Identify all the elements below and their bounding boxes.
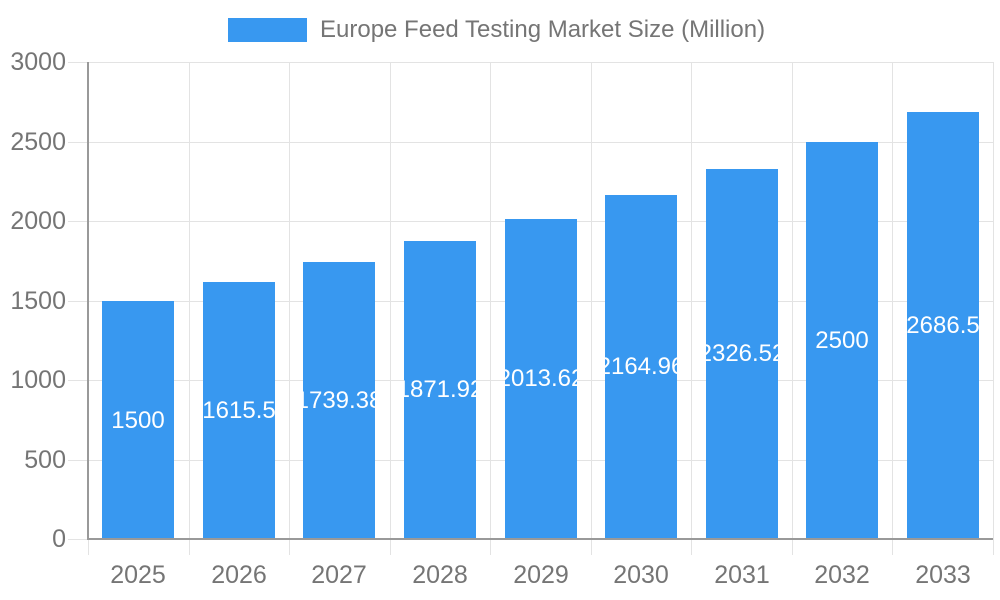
bar-2032[interactable]: 2500 — [806, 142, 878, 540]
y-tick-label-1500: 1500 — [10, 287, 66, 315]
bar-2030[interactable]: 2164.96 — [605, 195, 677, 539]
x-axis-line — [87, 538, 993, 540]
h-gridline — [68, 142, 993, 143]
bar-value-label: 2500 — [815, 327, 869, 354]
bar-value-label: 1500 — [111, 406, 165, 434]
bar-2033[interactable]: 2686.5 — [907, 112, 979, 539]
v-gridline — [189, 62, 190, 555]
v-gridline — [792, 62, 793, 555]
bar-2028[interactable]: 1871.92 — [404, 241, 476, 539]
x-tick-label-2027: 2027 — [311, 561, 367, 589]
legend-label: Europe Feed Testing Market Size (Million… — [320, 16, 766, 43]
x-tick-label-2031: 2031 — [714, 561, 770, 589]
x-tick-label-2033: 2033 — [915, 561, 971, 589]
x-tick-label-2029: 2029 — [513, 561, 569, 589]
v-gridline — [490, 62, 491, 555]
h-gridline — [68, 62, 993, 63]
y-tick-label-2500: 2500 — [10, 128, 66, 156]
x-tick-label-2032: 2032 — [814, 561, 870, 589]
bar-value-label: 1739.38 — [303, 386, 375, 414]
x-tick-label-2028: 2028 — [412, 561, 468, 589]
bar-2029[interactable]: 2013.62 — [505, 219, 577, 539]
v-gridline — [892, 62, 893, 555]
bar-value-label: 1871.92 — [404, 376, 476, 403]
v-gridline — [390, 62, 391, 555]
x-tick-label-2025: 2025 — [110, 561, 166, 589]
bar-2026[interactable]: 1615.5 — [203, 282, 275, 539]
bar-2027[interactable]: 1739.38 — [303, 262, 375, 539]
y-tick-label-2000: 2000 — [10, 207, 66, 235]
bar-value-label: 2013.62 — [505, 365, 577, 392]
v-gridline — [289, 62, 290, 555]
x-tick-label-2026: 2026 — [211, 561, 267, 589]
y-axis-line — [87, 62, 89, 540]
x-tick-label-2030: 2030 — [613, 561, 669, 589]
bar-value-label: 2164.96 — [605, 353, 677, 380]
legend-swatch — [228, 18, 307, 42]
y-tick-label-3000: 3000 — [10, 48, 66, 76]
v-gridline — [691, 62, 692, 555]
bar-value-label: 1615.5 — [203, 396, 275, 424]
y-tick-label-1000: 1000 — [10, 366, 66, 394]
y-tick-label-500: 500 — [24, 446, 66, 474]
y-tick-label-0: 0 — [52, 525, 66, 553]
bar-2031[interactable]: 2326.52 — [706, 169, 778, 539]
v-gridline — [993, 62, 994, 555]
bar-2025[interactable]: 1500 — [102, 301, 174, 540]
bar-value-label: 2326.52 — [706, 340, 778, 367]
legend-item[interactable]: Europe Feed Testing Market Size (Million… — [228, 18, 765, 42]
bar-value-label: 2686.5 — [907, 311, 979, 339]
v-gridline — [591, 62, 592, 555]
